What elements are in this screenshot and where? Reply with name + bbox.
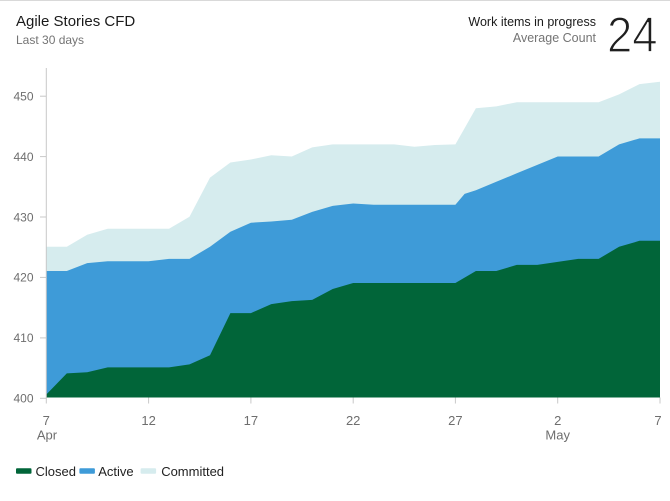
svg-text:410: 410 bbox=[13, 331, 33, 345]
svg-text:Closed: Closed bbox=[36, 464, 76, 479]
svg-text:Committed: Committed bbox=[161, 464, 224, 479]
svg-text:Apr: Apr bbox=[37, 428, 58, 443]
svg-text:17: 17 bbox=[244, 413, 258, 428]
svg-text:Active: Active bbox=[98, 464, 133, 479]
svg-text:430: 430 bbox=[13, 210, 33, 224]
svg-text:12: 12 bbox=[141, 413, 155, 428]
svg-text:440: 440 bbox=[13, 150, 33, 164]
svg-text:7: 7 bbox=[654, 413, 661, 428]
svg-text:May: May bbox=[545, 428, 570, 443]
svg-text:2: 2 bbox=[554, 413, 561, 428]
svg-text:400: 400 bbox=[13, 391, 33, 405]
svg-text:450: 450 bbox=[13, 90, 33, 104]
svg-text:7: 7 bbox=[43, 413, 50, 428]
svg-text:27: 27 bbox=[448, 413, 462, 428]
svg-text:22: 22 bbox=[346, 413, 360, 428]
svg-text:420: 420 bbox=[13, 271, 33, 285]
